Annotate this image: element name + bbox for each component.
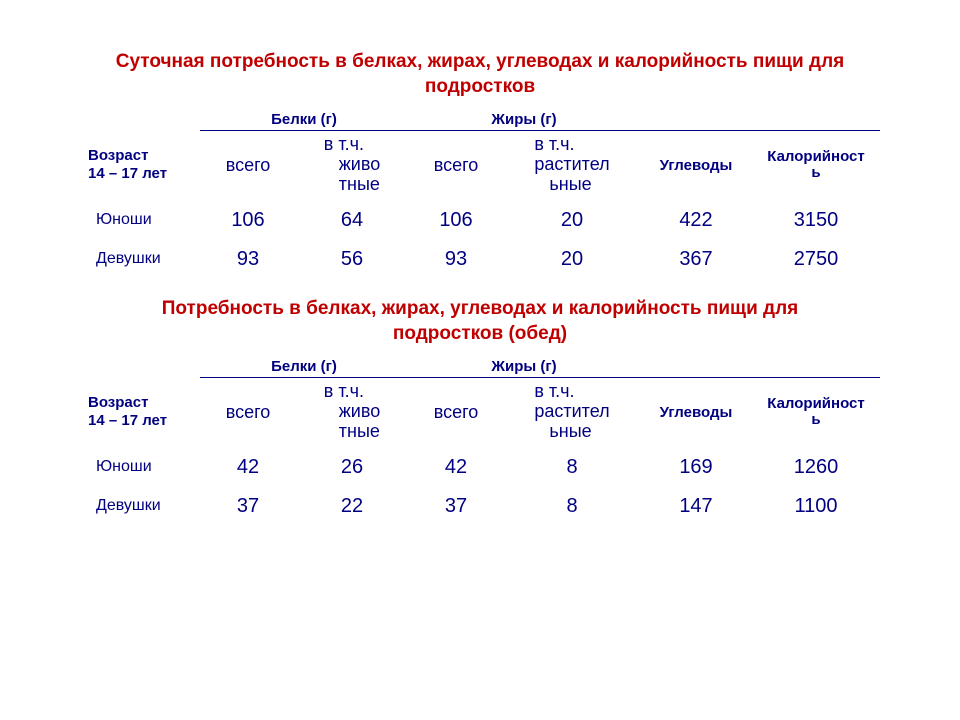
cell: 42 (408, 448, 504, 487)
age-header: Возраст14 – 17 лет (80, 378, 200, 448)
protein-animal-header: в т.ч. живо тные (296, 131, 408, 201)
table2-superheader: Белки (г) Жиры (г) (80, 354, 880, 378)
table1-superheader: Белки (г) Жиры (г) (80, 107, 880, 131)
cell: 1260 (752, 448, 880, 487)
cell: 2750 (752, 240, 880, 279)
table2-title: Потребность в белках, жирах, углеводах и… (80, 297, 880, 346)
calories-header: Калорийность (752, 378, 880, 448)
table1-title: Суточная потребность в белках, жирах, уг… (80, 50, 880, 99)
fat-plant-header: в т.ч. растител ьные (504, 378, 640, 448)
table-row: Юноши 42 26 42 8 169 1260 (80, 448, 880, 487)
cell: 422 (640, 201, 752, 240)
age-header: Возраст14 – 17 лет (80, 131, 200, 201)
cell: 20 (504, 240, 640, 279)
proteins-header: Белки (г) (200, 354, 408, 378)
row-label: Девушки (80, 240, 200, 279)
cell: 42 (200, 448, 296, 487)
cell: 22 (296, 487, 408, 526)
protein-animal-header: в т.ч. живо тные (296, 378, 408, 448)
fat-total-header: всего (408, 378, 504, 448)
cell: 26 (296, 448, 408, 487)
table-row: Юноши 106 64 106 20 422 3150 (80, 201, 880, 240)
table1-col-headers: Возраст14 – 17 лет всего в т.ч. живо тны… (80, 131, 880, 201)
table2: Белки (г) Жиры (г) Возраст14 – 17 лет вс… (80, 354, 880, 526)
cell: 37 (408, 487, 504, 526)
protein-total-header: всего (200, 131, 296, 201)
cell: 1100 (752, 487, 880, 526)
table1: Белки (г) Жиры (г) Возраст14 – 17 лет вс… (80, 107, 880, 279)
cell: 367 (640, 240, 752, 279)
cell: 147 (640, 487, 752, 526)
row-label: Юноши (80, 201, 200, 240)
cell: 93 (408, 240, 504, 279)
fat-plant-header: в т.ч. растител ьные (504, 131, 640, 201)
row-label: Девушки (80, 487, 200, 526)
proteins-header: Белки (г) (200, 107, 408, 131)
cell: 169 (640, 448, 752, 487)
protein-total-header: всего (200, 378, 296, 448)
carbs-header: Углеводы (640, 131, 752, 201)
cell: 106 (408, 201, 504, 240)
cell: 106 (200, 201, 296, 240)
cell: 64 (296, 201, 408, 240)
cell: 8 (504, 487, 640, 526)
table2-col-headers: Возраст14 – 17 лет всего в т.ч. живо тны… (80, 378, 880, 448)
cell: 37 (200, 487, 296, 526)
cell: 3150 (752, 201, 880, 240)
cell: 8 (504, 448, 640, 487)
table-row: Девушки 37 22 37 8 147 1100 (80, 487, 880, 526)
cell: 56 (296, 240, 408, 279)
fat-total-header: всего (408, 131, 504, 201)
table-row: Девушки 93 56 93 20 367 2750 (80, 240, 880, 279)
fats-header: Жиры (г) (408, 354, 640, 378)
fats-header: Жиры (г) (408, 107, 640, 131)
calories-header: Калорийность (752, 131, 880, 201)
row-label: Юноши (80, 448, 200, 487)
cell: 93 (200, 240, 296, 279)
carbs-header: Углеводы (640, 378, 752, 448)
cell: 20 (504, 201, 640, 240)
